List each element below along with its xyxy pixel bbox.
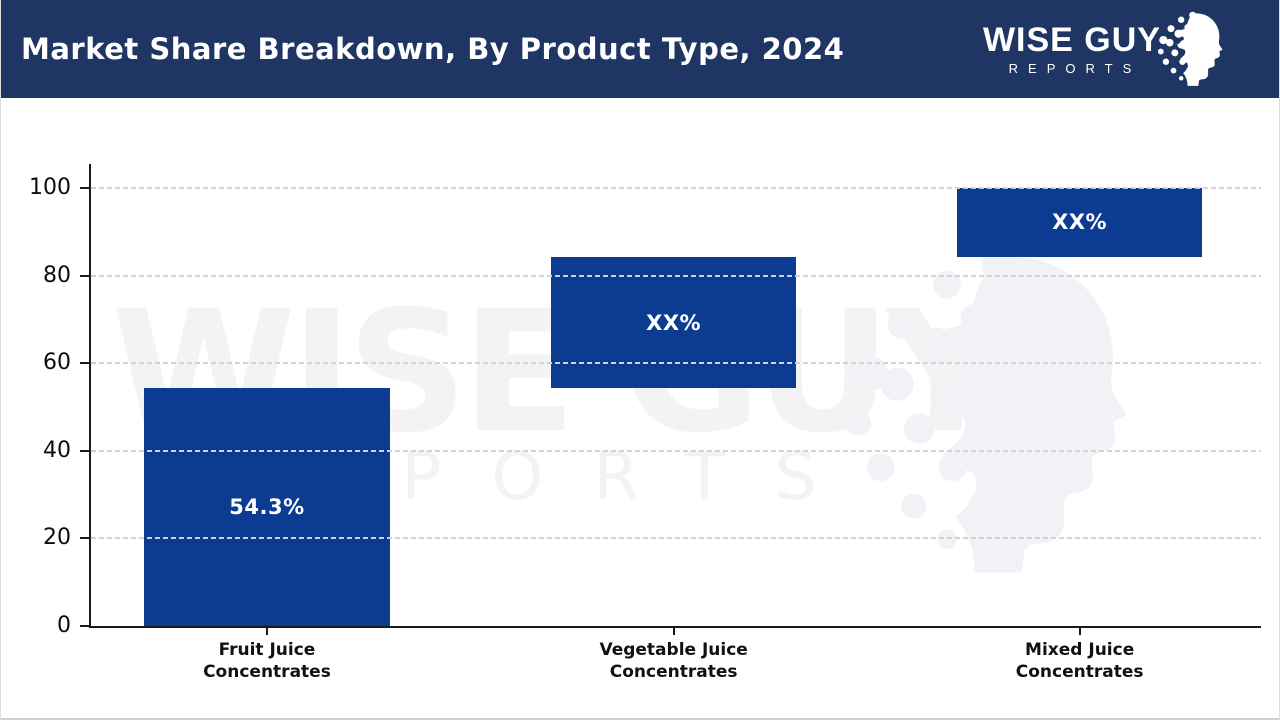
gridline-60	[91, 362, 1261, 365]
category-label: Fruit Juice Concentrates	[203, 640, 331, 684]
y-axis-tick	[80, 537, 89, 540]
category-label-line: Vegetable Juice	[599, 640, 748, 660]
gridline-40	[91, 449, 1261, 452]
gridline-80	[91, 274, 1261, 277]
bar-value-label: XX%	[1052, 210, 1108, 235]
x-axis-tick	[265, 628, 268, 635]
logo-text: WISE GUY REPORTS	[983, 23, 1161, 75]
gridline-100	[91, 187, 1261, 190]
y-axis-tick	[80, 274, 89, 277]
wiseguy-head-icon	[1157, 11, 1223, 86]
logo-subtext: REPORTS	[1008, 61, 1142, 76]
category-label-line: Concentrates	[1015, 661, 1144, 682]
bar-value-label: XX%	[646, 310, 702, 335]
y-axis-tick-label: 0	[57, 613, 71, 638]
category-label: Vegetable Juice Concentrates	[599, 640, 747, 684]
head-profile	[1177, 13, 1223, 86]
y-axis-tick	[80, 625, 89, 627]
x-axis-tick	[672, 628, 675, 635]
y-axis-tick-label: 80	[43, 262, 71, 288]
page-title: Market Share Breakdown, By Product Type,…	[21, 32, 845, 66]
category-label-line: Mixed Juice	[1025, 640, 1135, 660]
header-bar: Market Share Breakdown, By Product Type,…	[1, 0, 1279, 98]
bar-1: 54.3%	[144, 388, 390, 626]
y-axis-tick	[80, 449, 89, 452]
watermark-head-icon	[845, 250, 1127, 573]
y-axis-tick	[80, 187, 89, 190]
y-axis-tick-label: 40	[43, 437, 71, 463]
category-label-line: Concentrates	[609, 661, 738, 682]
wiseguy-logo: WISE GUY REPORTS	[983, 10, 1227, 88]
y-axis-tick-label: 20	[43, 525, 71, 551]
plot-area: 0 20 40 60 80 100 54.3% Fruit Juice Concentrates…	[29, 164, 1261, 682]
y-axis-tick-label: 60	[43, 350, 71, 376]
gridline-20	[91, 537, 1261, 540]
category-label-line: Fruit Juice	[218, 640, 316, 660]
y-axis-tick-label: 100	[29, 175, 71, 201]
bar-2: XX%	[550, 256, 797, 389]
bar-value-label: 54.3%	[229, 495, 305, 520]
logo-wordmark: WISE GUY	[982, 21, 1161, 59]
y-axis-tick	[80, 362, 89, 365]
category-label-line: Concentrates	[203, 661, 331, 682]
category-label: Mixed Juice Concentrates	[1016, 640, 1144, 684]
bar-3: XX%	[956, 188, 1203, 257]
x-axis-tick	[1078, 628, 1081, 635]
